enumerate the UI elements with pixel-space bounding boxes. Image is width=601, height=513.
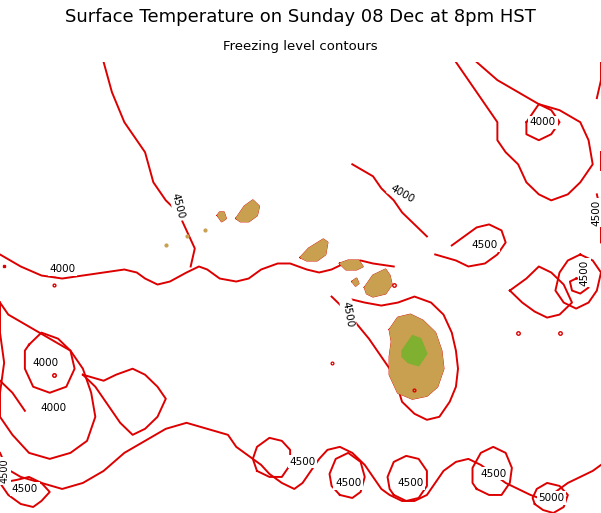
- Polygon shape: [352, 279, 359, 286]
- Text: 4500: 4500: [335, 478, 361, 488]
- Text: 4500: 4500: [480, 469, 507, 479]
- Text: 4500: 4500: [592, 199, 601, 226]
- Text: 4000: 4000: [32, 358, 59, 368]
- Text: 4500: 4500: [170, 192, 186, 221]
- Text: 4500: 4500: [472, 241, 498, 250]
- Text: 4000: 4000: [49, 265, 75, 274]
- Text: 4500: 4500: [12, 484, 38, 494]
- Polygon shape: [402, 336, 427, 366]
- Text: 4500: 4500: [341, 301, 355, 328]
- Text: 4000: 4000: [41, 403, 67, 413]
- Text: 4500: 4500: [397, 478, 424, 488]
- Polygon shape: [389, 314, 444, 399]
- Text: 4500: 4500: [290, 457, 316, 467]
- Polygon shape: [236, 201, 259, 222]
- Polygon shape: [218, 212, 226, 222]
- Text: 4000: 4000: [530, 117, 556, 127]
- Text: 4500: 4500: [579, 260, 590, 286]
- Text: Surface Temperature on Sunday 08 Dec at 8pm HST: Surface Temperature on Sunday 08 Dec at …: [65, 8, 536, 26]
- Polygon shape: [300, 240, 328, 261]
- Text: 4000: 4000: [388, 184, 416, 205]
- Text: Freezing level contours: Freezing level contours: [223, 41, 378, 53]
- Polygon shape: [340, 261, 362, 269]
- Polygon shape: [365, 269, 392, 297]
- Text: 4500: 4500: [0, 459, 9, 483]
- Text: 5000: 5000: [538, 493, 564, 503]
